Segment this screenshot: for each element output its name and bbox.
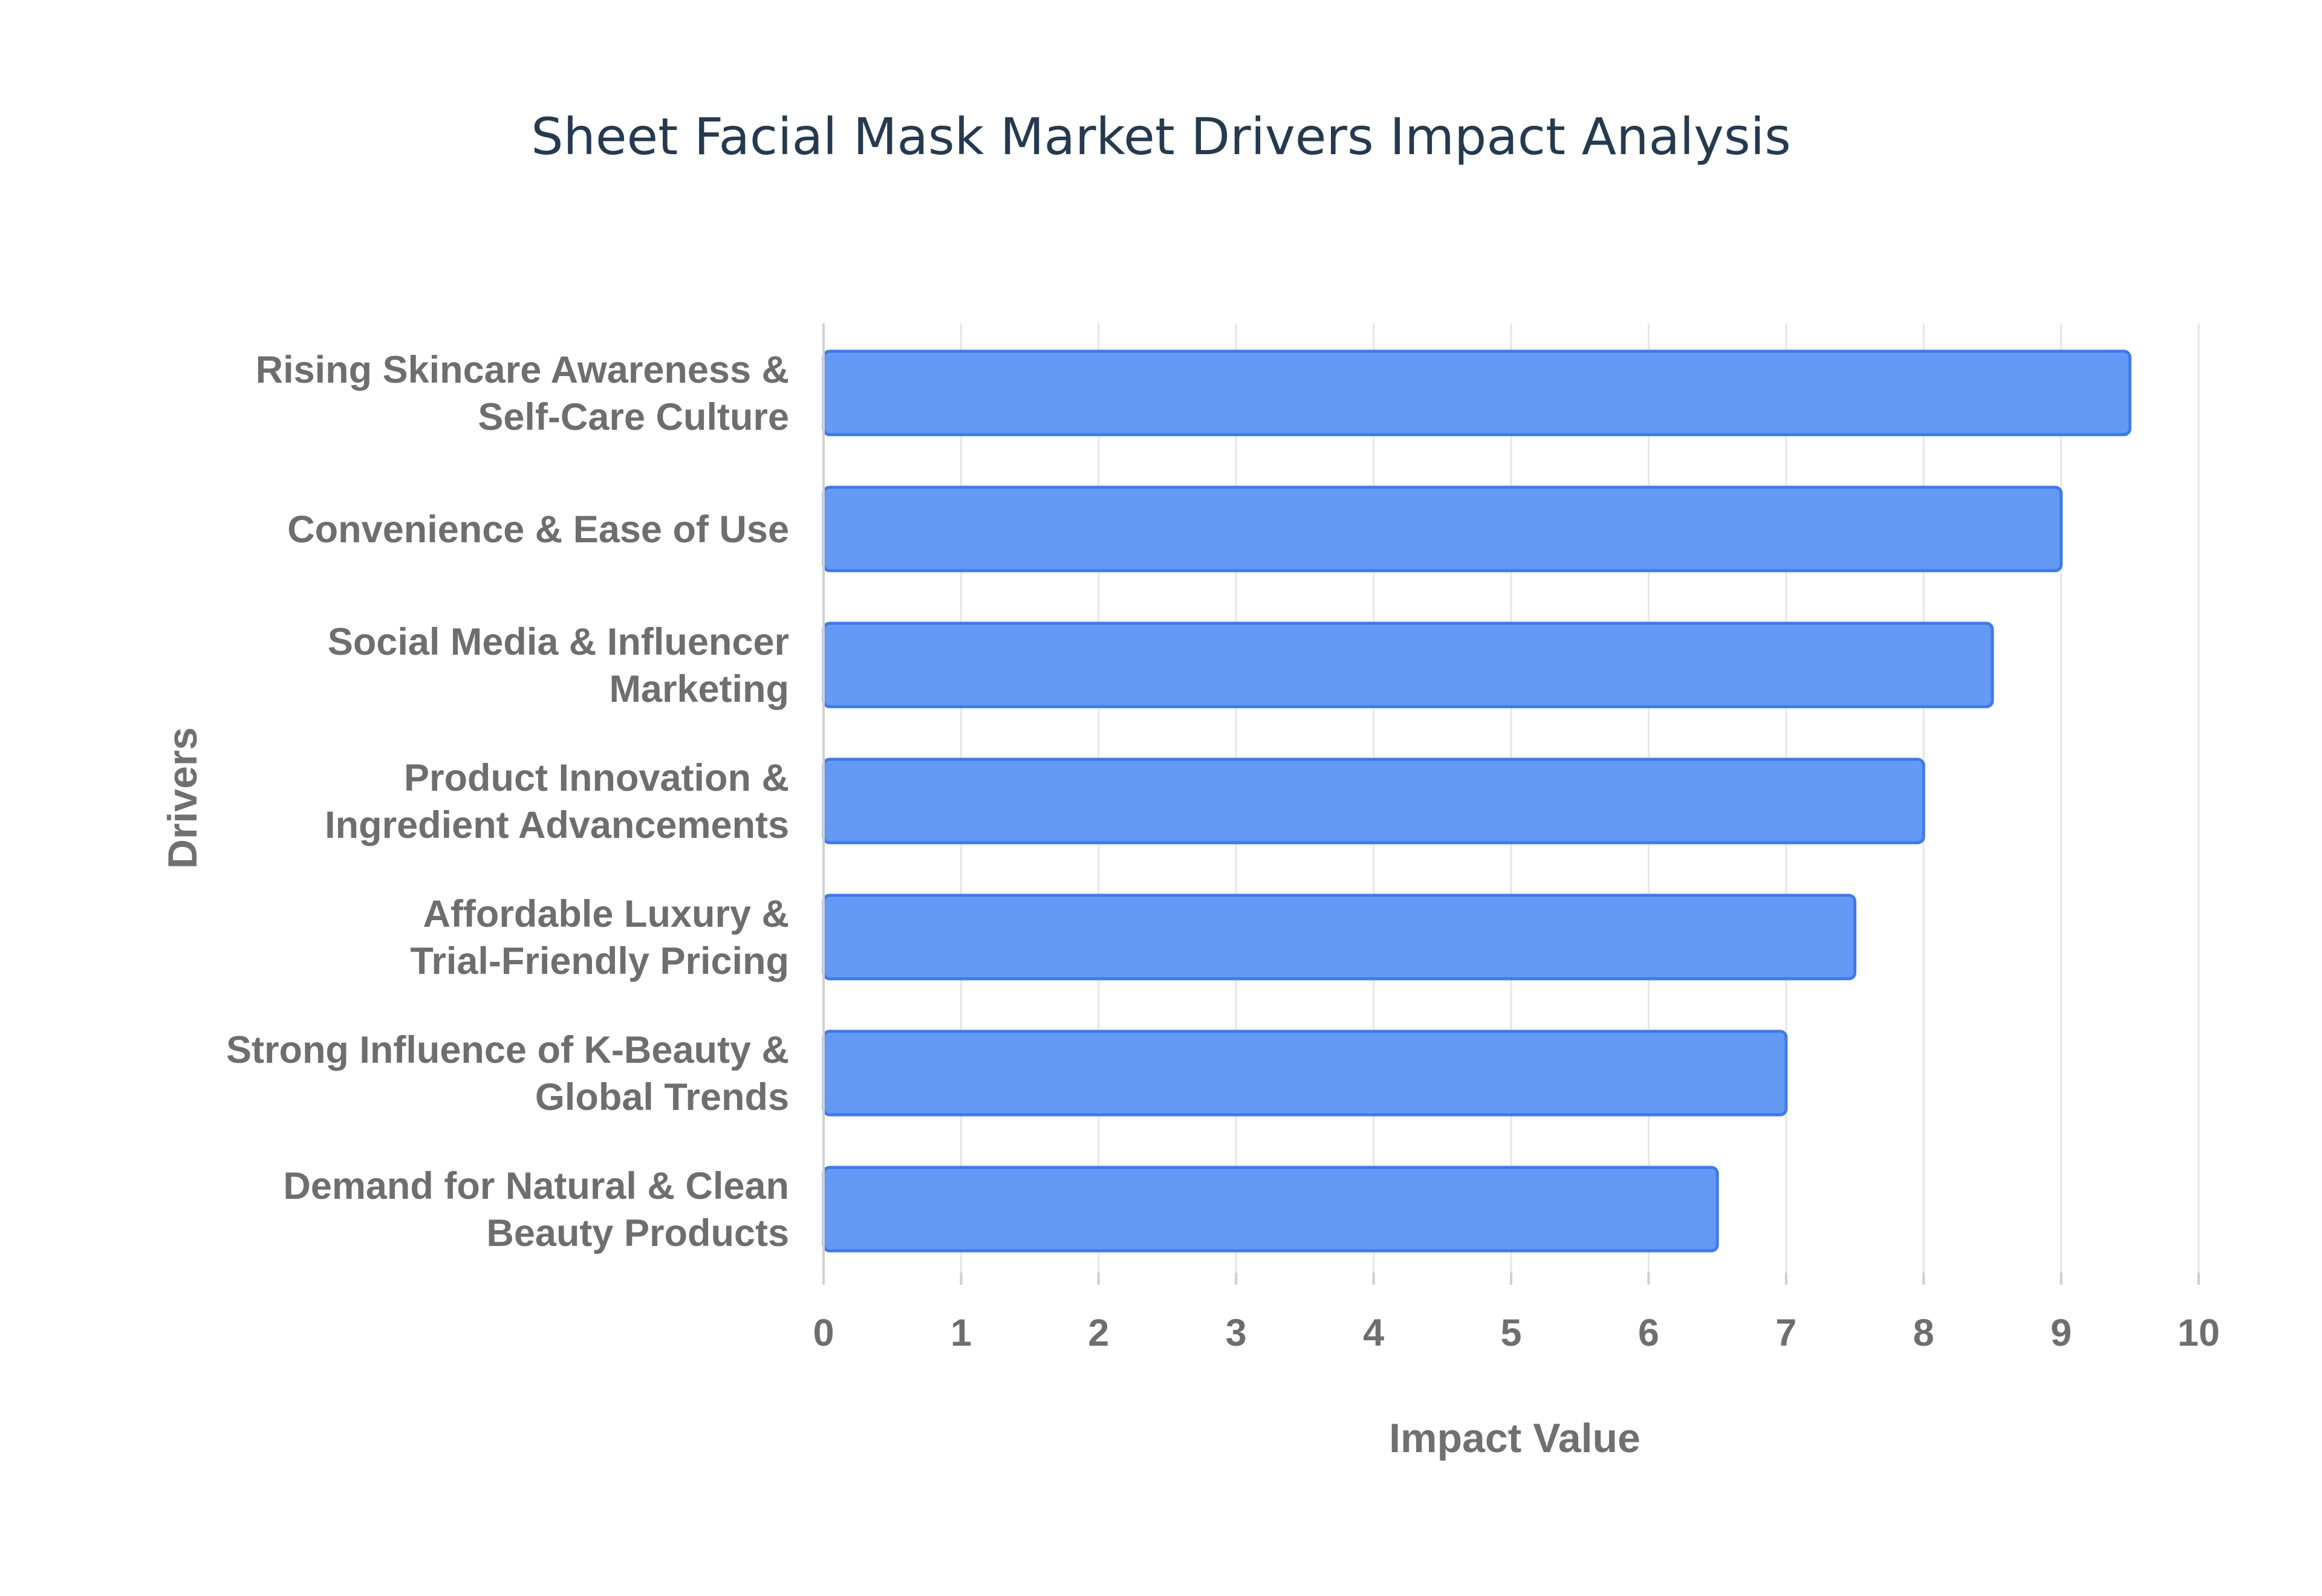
x-tick-label: 6 [1638,1312,1659,1354]
bar[interactable] [822,1166,1719,1253]
category-label: Beauty Products [486,1212,789,1254]
category-label: Product Innovation & [404,757,789,799]
x-tick-label: 1 [951,1312,972,1354]
bar[interactable] [822,621,1994,709]
x-tick-label: 7 [1775,1312,1797,1354]
category-label: Trial-Friendly Pricing [410,940,789,982]
category-label: Strong Influence of K-Beauty & [226,1029,789,1071]
category-label: Demand for Natural & Clean [283,1165,789,1207]
x-tick-label: 0 [813,1312,834,1354]
axis-layer [822,323,2200,1285]
category-label: Affordable Luxury & [423,893,789,935]
bar[interactable] [822,757,1925,845]
x-tick-label: 8 [1913,1312,1934,1354]
x-tick-label: 4 [1363,1312,1384,1354]
bar[interactable] [822,894,1856,981]
category-label: Rising Skincare Awareness & [256,349,789,391]
category-label: Marketing [609,668,789,710]
category-label: Ingredient Advancements [325,804,789,846]
x-tick-label: 5 [1500,1312,1521,1354]
bar[interactable] [822,349,2132,436]
y-axis-title: Drivers [160,727,206,869]
x-tick-label: 3 [1226,1312,1247,1354]
x-tick-label: 9 [2050,1312,2072,1354]
bar[interactable] [822,1030,1788,1117]
category-label: Social Media & Influencer [328,621,789,663]
bar-layer [822,349,2132,1253]
chart-title: Sheet Facial Mask Market Drivers Impact … [531,107,1790,166]
category-label: Self-Care Culture [478,396,789,438]
category-label: Global Trends [535,1076,789,1118]
x-axis-title: Impact Value [1389,1415,1641,1461]
x-tick-label: 2 [1088,1312,1109,1354]
label-layer: 0 1 2 3 4 5 6 7 8 9 10 Rising Skincare Awareness & S… [226,349,2220,1354]
bar[interactable] [822,485,2063,573]
x-tick-label: 10 [2177,1312,2220,1354]
category-label: Convenience & Ease of Use [287,508,789,551]
